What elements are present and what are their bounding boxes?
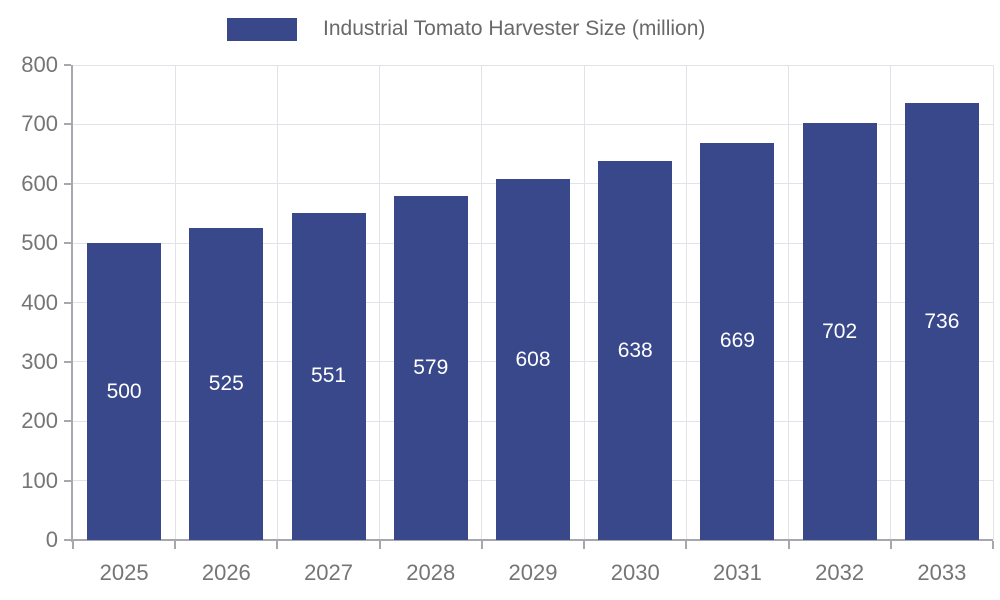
x-tick: [480, 541, 483, 549]
x-tick: [72, 541, 74, 549]
bar: 638: [598, 161, 673, 540]
bar: 551: [291, 212, 366, 540]
gridline-v: [890, 65, 892, 540]
bar-value-label: 736: [924, 309, 960, 333]
x-tick-label: 2025: [99, 560, 149, 585]
y-tick: [64, 360, 71, 363]
x-tick: [685, 541, 688, 549]
gridline-v: [685, 65, 687, 540]
bar-value-label: 669: [719, 329, 755, 353]
chart-legend[interactable]: Industrial Tomato Harvester Size (millio…: [227, 17, 705, 41]
x-tick: [889, 541, 892, 549]
gridline-v: [788, 65, 790, 540]
bar-value-label: 551: [311, 364, 347, 388]
x-tick-label: 2027: [304, 560, 354, 585]
gridline-h: [73, 64, 993, 66]
bar: 579: [393, 196, 468, 540]
gridline-v: [992, 65, 994, 540]
y-tick: [64, 479, 71, 482]
y-tick-label: 100: [21, 467, 58, 493]
gridline-v: [379, 65, 381, 540]
gridline-v: [276, 65, 278, 540]
gridline-v: [481, 65, 483, 540]
x-tick-label: 2033: [917, 560, 967, 585]
x-tick-label: 2026: [201, 560, 251, 585]
bar: 669: [700, 142, 775, 540]
x-tick: [378, 541, 381, 549]
x-tick: [992, 541, 994, 549]
legend-swatch: [227, 17, 297, 41]
bar: 500: [87, 243, 162, 540]
y-tick: [64, 242, 71, 245]
legend-label: Industrial Tomato Harvester Size (millio…: [323, 17, 706, 40]
x-axis-line: [71, 539, 993, 541]
x-tick-label: 2030: [610, 560, 660, 585]
plot-area: 0 100 200 300 400 500 600 700 800 500 525 551 579 608…: [21, 53, 994, 585]
bar: 702: [802, 123, 877, 540]
y-tick: [64, 123, 71, 126]
x-tick-label: 2029: [508, 560, 558, 585]
bar-value-label: 525: [208, 372, 244, 396]
x-tick: [174, 541, 177, 549]
y-tick-label: 200: [21, 408, 58, 434]
bar-value-label: 579: [413, 356, 449, 380]
y-tick-label: 0: [45, 527, 58, 552]
bar-value-label: 638: [617, 338, 653, 362]
y-tick: [64, 182, 71, 185]
x-tick: [583, 541, 586, 549]
y-tick-label: 600: [21, 170, 58, 196]
gridline-h: [73, 123, 993, 125]
bar: 736: [904, 103, 979, 540]
bar-value-label: 500: [106, 379, 142, 403]
x-tick-label: 2028: [406, 560, 456, 585]
y-tick-label: 500: [21, 230, 58, 256]
y-tick: [64, 64, 71, 66]
y-tick-label: 700: [21, 111, 58, 137]
y-axis-line: [71, 65, 73, 542]
y-tick-label: 300: [21, 348, 58, 374]
bar: 608: [496, 179, 570, 540]
y-tick: [64, 301, 71, 304]
gridline-v: [174, 65, 176, 540]
y-tick-label: 400: [21, 289, 58, 315]
x-tick: [276, 541, 279, 549]
y-tick: [64, 420, 71, 423]
y-tick: [64, 539, 71, 541]
bar-value-label: 702: [822, 319, 858, 343]
x-tick: [787, 541, 790, 549]
x-tick-label: 2032: [815, 560, 865, 585]
gridline-v: [583, 65, 585, 540]
bar-value-label: 608: [515, 347, 551, 371]
bar: 525: [189, 228, 264, 540]
y-tick-label: 800: [21, 52, 58, 77]
x-tick-label: 2031: [712, 560, 762, 585]
